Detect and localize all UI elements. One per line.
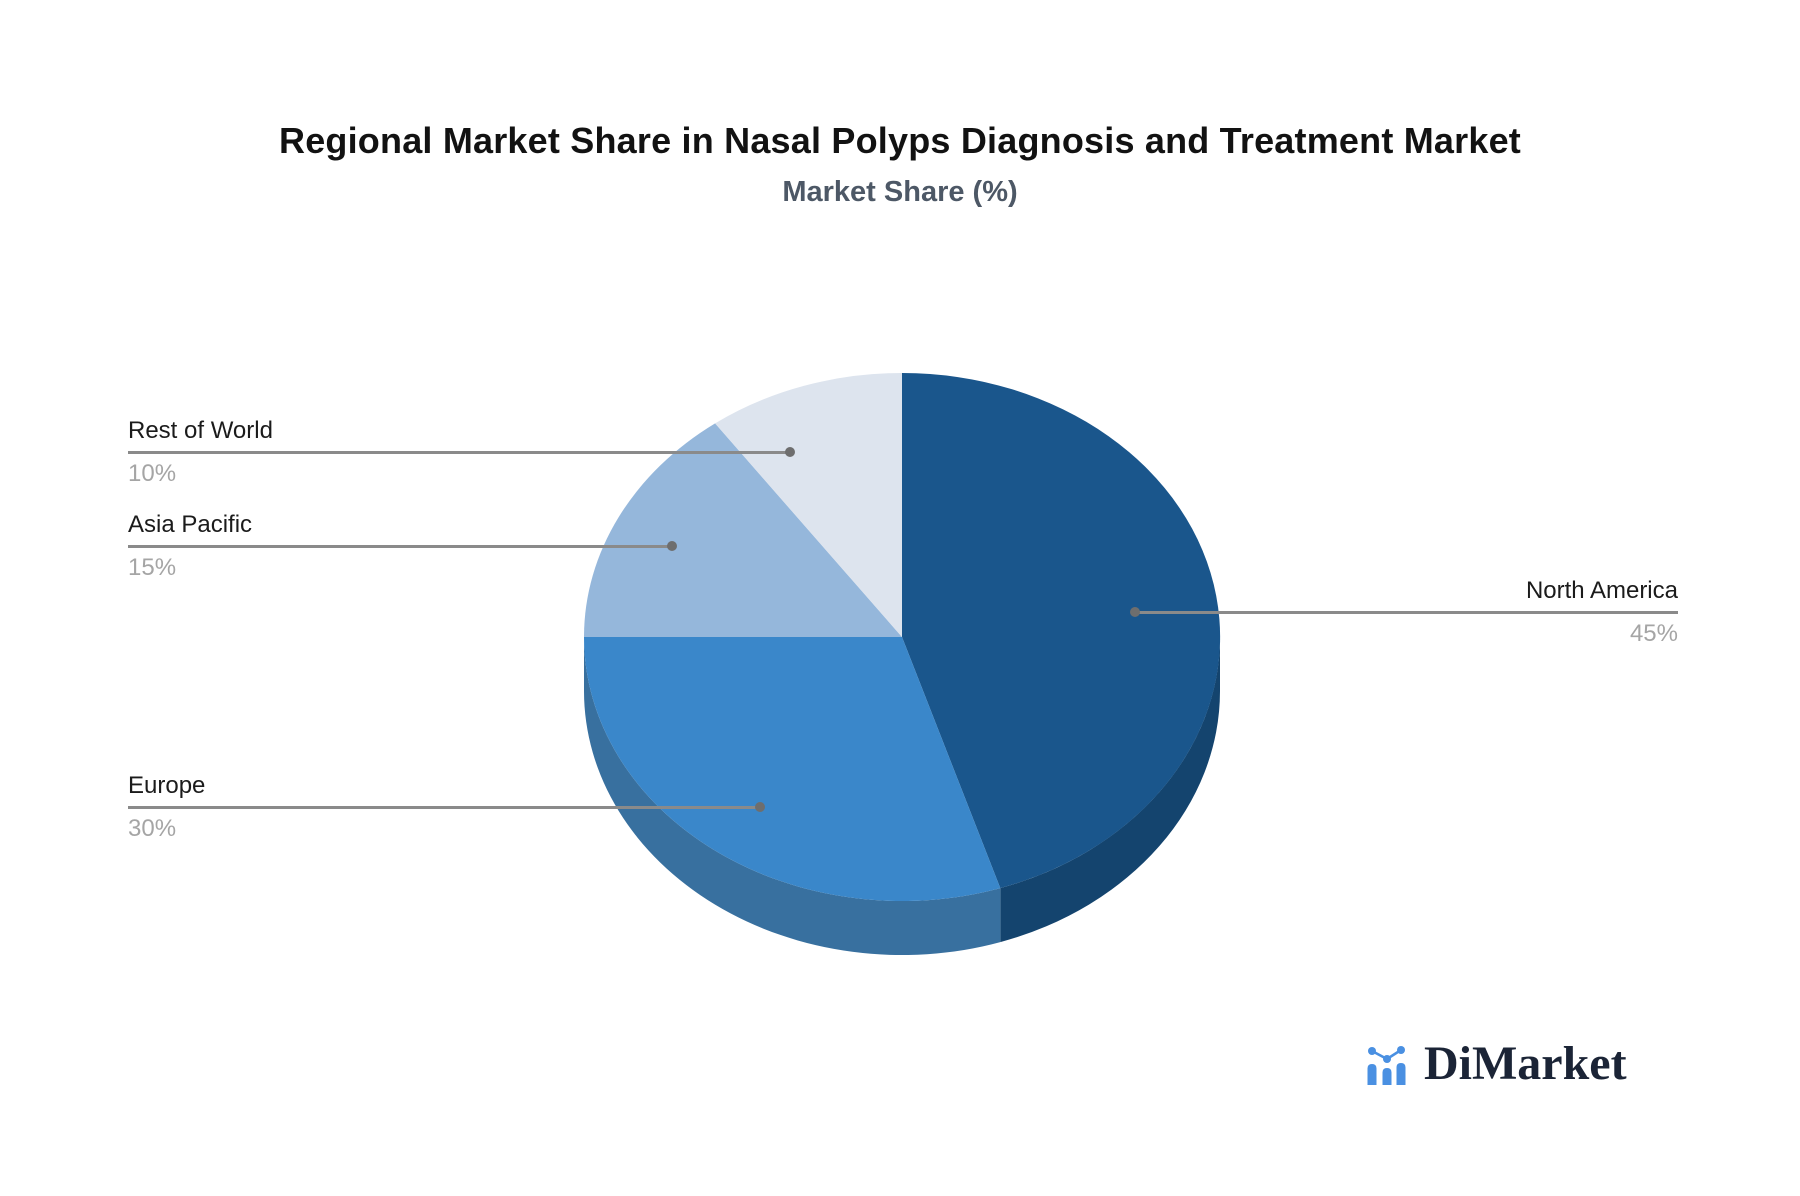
pie-slice-asia-pacific: [584, 423, 902, 637]
leader-line-europe: [128, 806, 760, 809]
leader-line-north-america: [1135, 611, 1678, 614]
pie-slice-europe: [583, 637, 1001, 902]
pie-slice-side-north-america: [1000, 637, 1220, 943]
leader-line-asia-pacific: [128, 545, 672, 548]
chart-title: Regional Market Share in Nasal Polyps Di…: [279, 120, 1521, 161]
leader-dot-rest-of-world: [785, 447, 795, 457]
leader-dot-asia-pacific: [667, 541, 677, 551]
logo-dot-2: [1383, 1055, 1391, 1063]
leader-line-rest-of-world: [128, 451, 790, 454]
logo-wordmark: DiMarket: [1424, 1037, 1627, 1090]
slice-label-north-america: North America: [1525, 577, 1678, 604]
logo-bar-3: [1396, 1063, 1406, 1085]
logo-bar-2: [1382, 1068, 1392, 1085]
slice-percent-rest-of-world: 10%: [128, 460, 177, 487]
logo-bar-1: [1367, 1064, 1377, 1085]
chart-subtitle: Market Share (%): [782, 176, 1018, 208]
pie-slice-north-america: [902, 372, 1221, 889]
logo-dot-1: [1368, 1047, 1376, 1055]
slice-percent-asia-pacific: 15%: [128, 554, 177, 581]
bar-line-chart-icon: [1367, 1046, 1406, 1085]
slice-percent-europe: 30%: [128, 815, 177, 842]
slice-label-europe: Europe: [128, 772, 206, 799]
pie-slice-rest-of-world: [715, 373, 902, 637]
slice-percent-north-america: 45%: [1629, 620, 1678, 647]
dimarket-logo: DiMarket: [1363, 1040, 1627, 1090]
slice-label-asia-pacific: Asia Pacific: [128, 511, 253, 538]
leader-dot-europe: [755, 802, 765, 812]
leader-dot-north-america: [1130, 607, 1140, 617]
pie-slice-side-europe: [583, 637, 1001, 956]
logo-dot-3: [1397, 1046, 1405, 1054]
slice-label-rest-of-world: Rest of World: [128, 417, 273, 444]
